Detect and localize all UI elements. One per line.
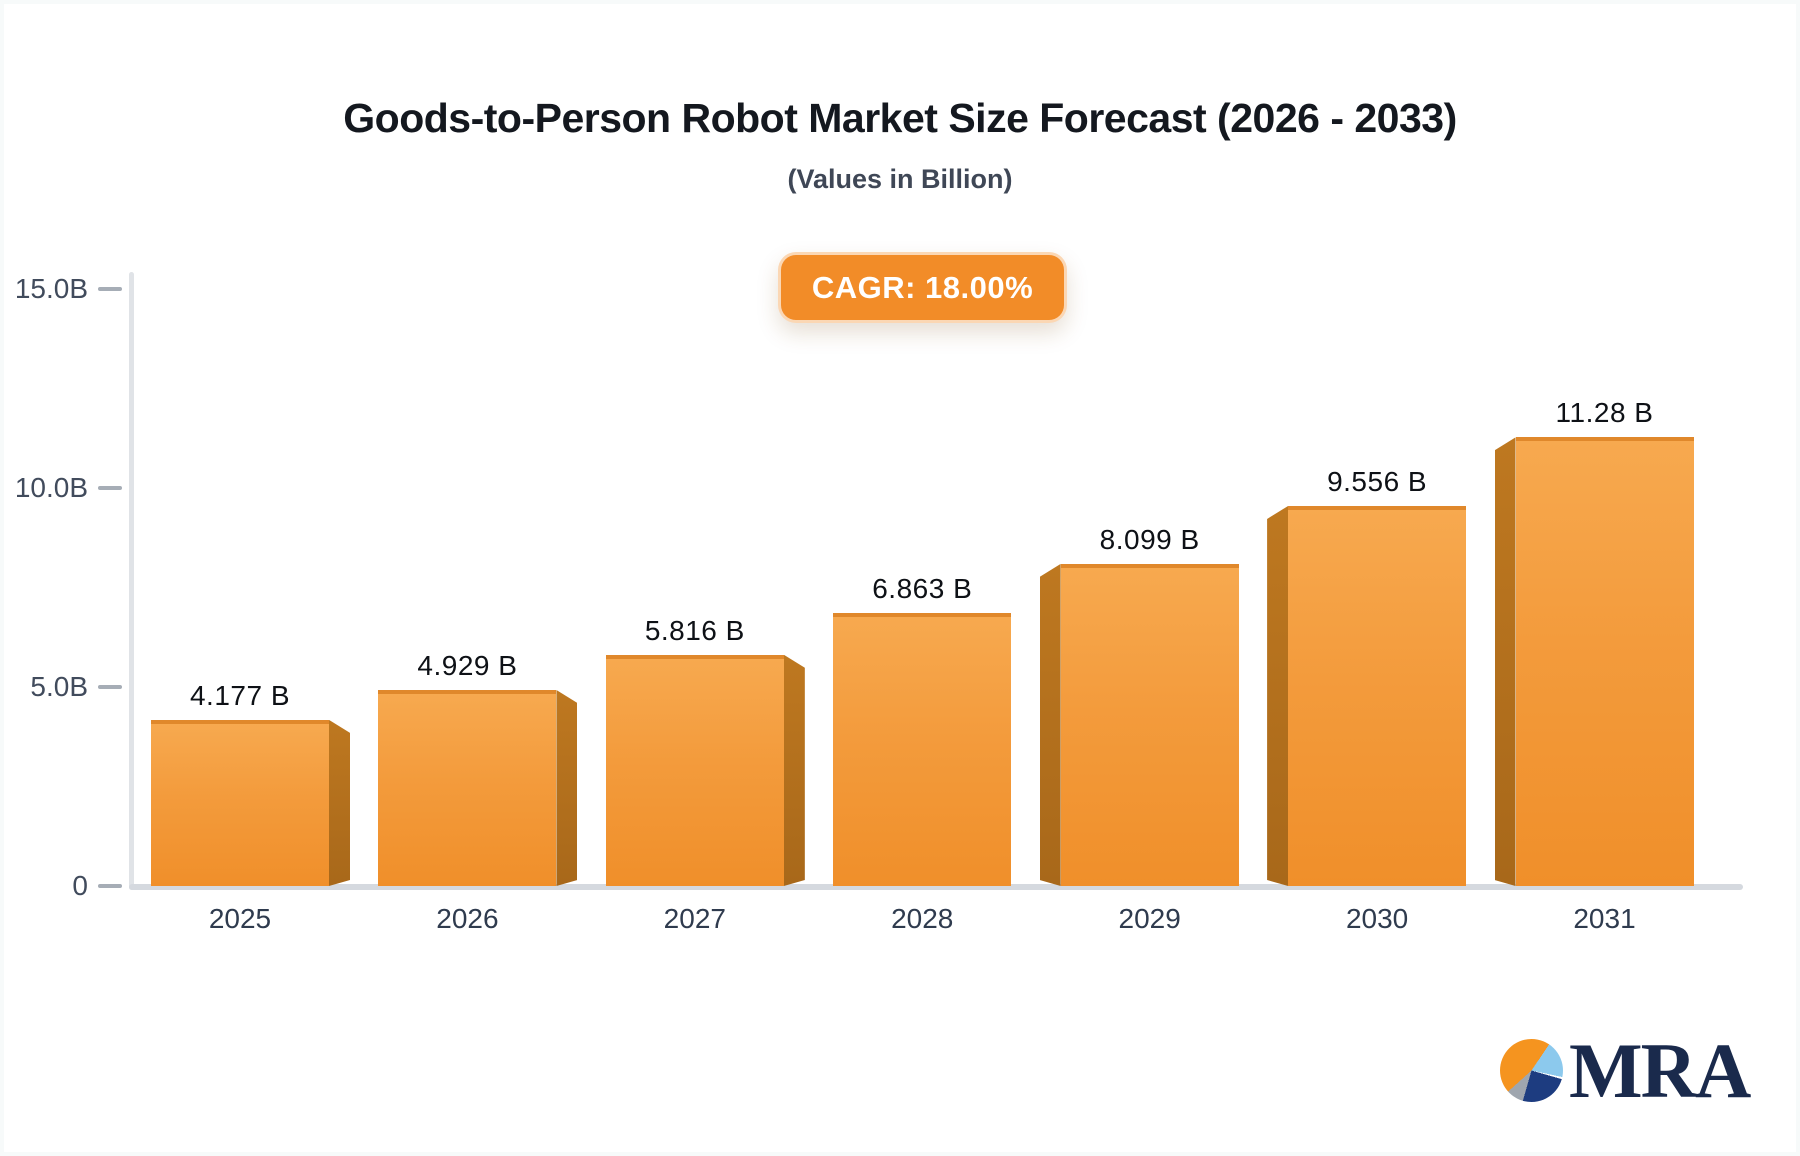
bar-value-label-2029: 8.099 B (1099, 523, 1200, 555)
x-axis-label-2027: 2027 (663, 903, 726, 934)
bar-2031 (1515, 437, 1694, 886)
bar-2028 (833, 613, 1012, 886)
bar-value-label-2025: 4.177 B (189, 679, 291, 711)
x-axis-line (129, 884, 1743, 890)
y-axis-line (129, 272, 134, 890)
bar-value-label-2028: 6.863 B (872, 573, 973, 605)
bar-2030 (1288, 505, 1467, 886)
x-axis-label-2026: 2026 (436, 903, 499, 934)
y-axis-label: 10.0B (14, 472, 88, 504)
bar-value-label-2027: 5.816 B (644, 614, 745, 646)
x-axis-label-2029: 2029 (1118, 903, 1181, 934)
bar-2025 (151, 719, 329, 886)
y-axis-label: 15.0B (14, 273, 88, 305)
bar-value-label-2030: 9.556 B (1327, 465, 1428, 497)
bar-side-3d-2027 (784, 655, 805, 886)
y-axis-tick (98, 287, 122, 292)
cagr-badge: CAGR: 18.00% (778, 252, 1067, 323)
bar-side-3d-2030 (1267, 506, 1288, 886)
x-axis-label-2031: 2031 (1573, 903, 1636, 934)
y-axis-tick (98, 685, 122, 690)
y-axis-tick (98, 884, 122, 888)
bar-side-3d-2026 (556, 690, 577, 886)
x-axis-label-2025: 2025 (208, 903, 272, 934)
chart-title: Goods-to-Person Robot Market Size Foreca… (343, 95, 1457, 141)
chart-subtitle: (Values in Billion) (787, 164, 1013, 194)
bar-side-3d-2029 (1040, 564, 1061, 886)
bar-side-3d-2025 (329, 720, 350, 886)
bar-2029 (1060, 563, 1239, 886)
bar-2027 (605, 654, 784, 886)
y-axis-label: 5.0B (30, 671, 88, 703)
brand-logo-text: MRA (1569, 1026, 1751, 1114)
bar-side-3d-2031 (1495, 437, 1516, 886)
brand-logo: MRA (1500, 1026, 1751, 1114)
x-axis-label-2028: 2028 (891, 903, 954, 934)
bar-value-label-2031: 11.28 B (1555, 397, 1654, 429)
bar-2026 (378, 689, 557, 886)
x-axis-label-2030: 2030 (1345, 903, 1409, 934)
y-axis-tick (98, 486, 122, 491)
pie-chart-logo-icon (1500, 1038, 1563, 1102)
bar-value-label-2026: 4.929 B (417, 649, 518, 681)
y-axis-label: 0 (72, 870, 88, 901)
